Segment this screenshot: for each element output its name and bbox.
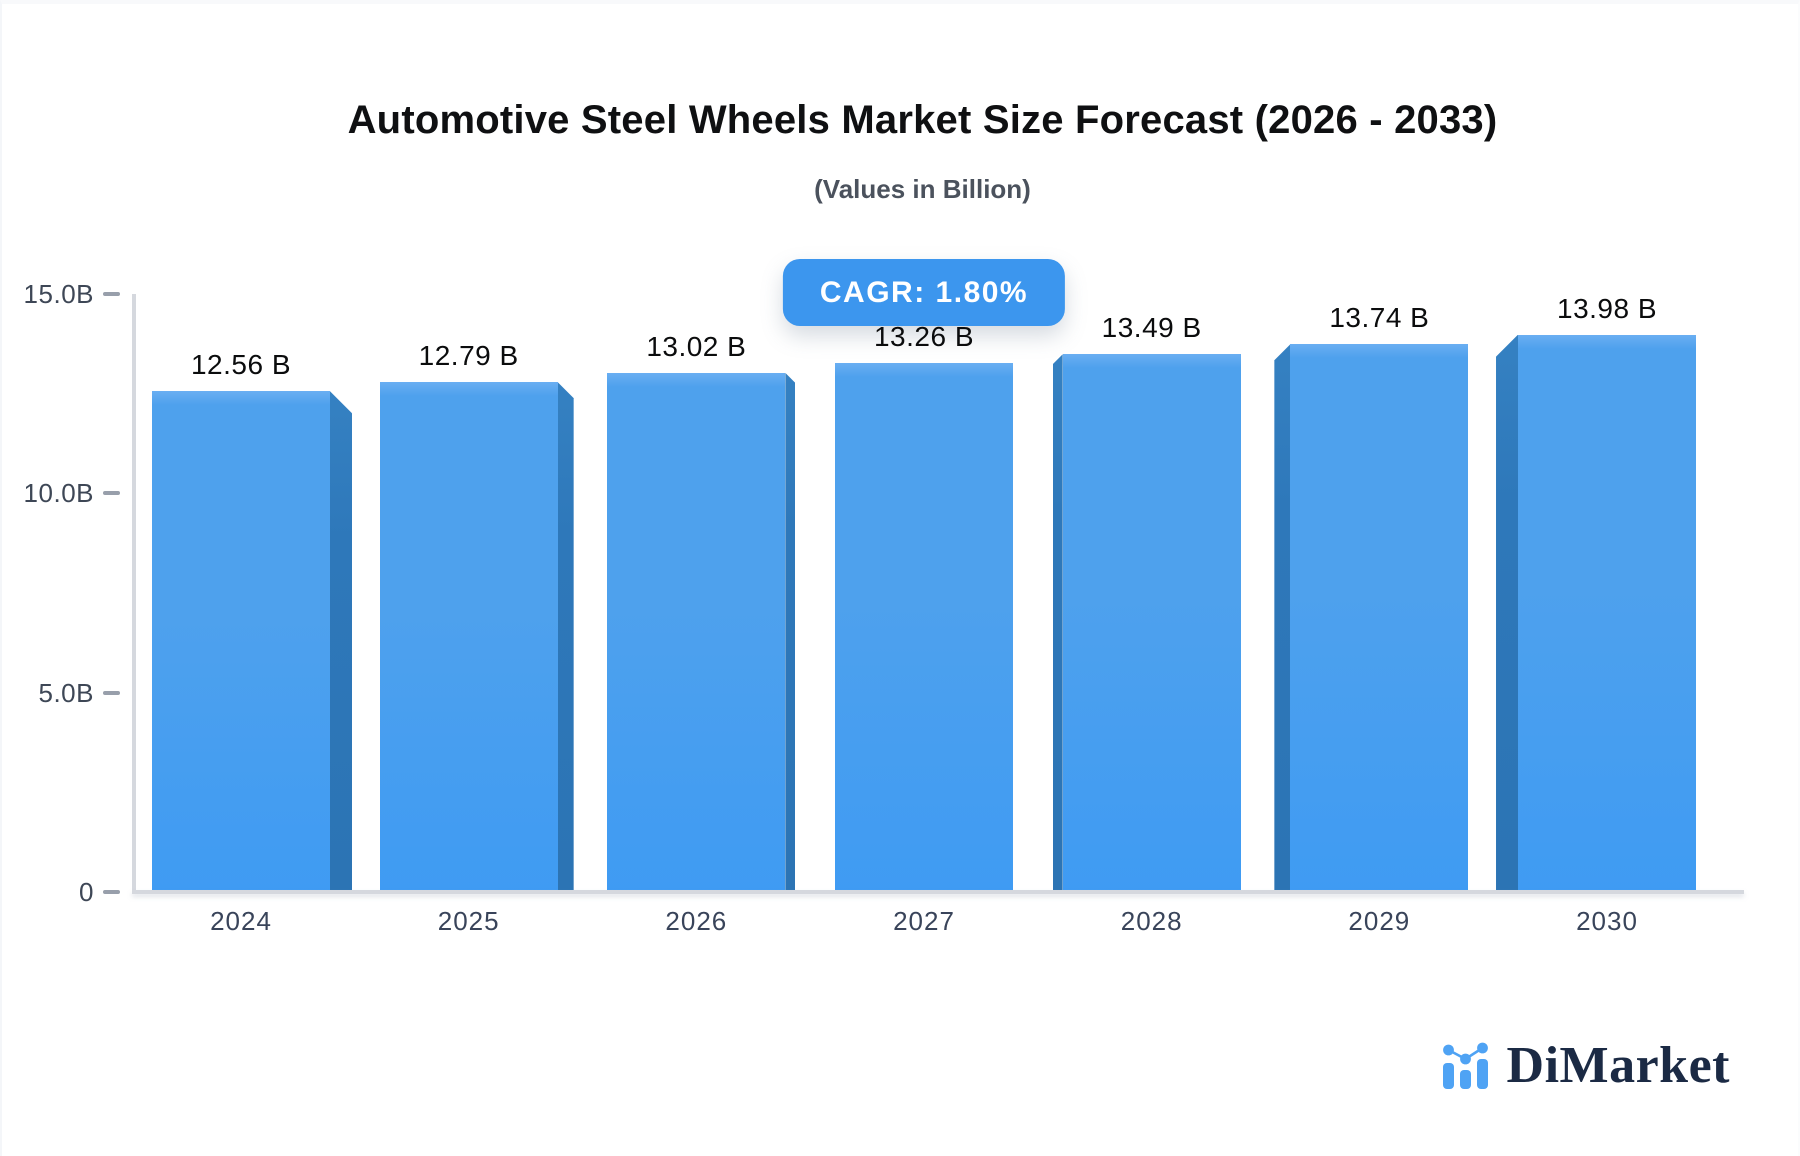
- bar: [1290, 344, 1469, 891]
- y-tick-mark: [103, 890, 120, 894]
- brand-name: DiMarket: [1506, 1037, 1730, 1094]
- bar: [379, 382, 558, 891]
- chart-title: Automotive Steel Wheels Market Size Fore…: [347, 98, 1498, 142]
- brand-logo: DiMarket: [1441, 1036, 1730, 1095]
- x-axis-label: 2028: [1120, 906, 1183, 936]
- x-axis-line: [132, 890, 1744, 894]
- bar-3d-side: [557, 382, 574, 891]
- x-axis-label: 2026: [665, 906, 728, 936]
- y-tick-label: 5.0B: [38, 677, 94, 708]
- x-axis-label: 2030: [1576, 906, 1638, 936]
- y-tick-label: 15.0B: [23, 279, 94, 309]
- bar-value-label: 13.74 B: [1329, 302, 1430, 334]
- bar-line-chart-icon: [1442, 1042, 1488, 1089]
- bar-value-label: 13.98 B: [1557, 292, 1658, 324]
- x-axis-label: 2029: [1348, 906, 1411, 936]
- bar-3d-side: [1274, 344, 1291, 891]
- bar-3d-side: [330, 391, 352, 891]
- bar: [152, 391, 330, 891]
- y-tick-mark: [103, 690, 120, 695]
- y-tick-mark: [103, 491, 120, 496]
- bar-value-label: 13.26 B: [873, 321, 975, 353]
- bar-value-label: 13.02 B: [646, 330, 747, 362]
- bar-value-label: 12.79 B: [418, 340, 519, 372]
- x-axis-label: 2024: [210, 906, 272, 936]
- bar-value-label: 13.49 B: [1101, 312, 1202, 344]
- cagr-badge: CAGR: 1.80%: [782, 259, 1066, 326]
- bar-3d-side: [785, 372, 796, 891]
- y-axis-line: [132, 294, 136, 894]
- bar-value-label: 12.56 B: [190, 349, 292, 381]
- y-tick-label: 10.0B: [23, 478, 94, 509]
- bar-3d-side: [1496, 334, 1519, 891]
- bar: [1062, 354, 1241, 891]
- bar: [1518, 334, 1697, 891]
- x-axis-label: 2027: [893, 906, 955, 936]
- bar: [607, 372, 786, 891]
- bar-3d-side: [1052, 354, 1063, 891]
- y-tick-mark: [103, 292, 120, 296]
- bar: [835, 363, 1013, 891]
- x-axis-label: 2025: [437, 906, 500, 936]
- chart-subtitle: (Values in Billion): [814, 174, 1031, 204]
- y-tick-label: 0: [79, 877, 94, 907]
